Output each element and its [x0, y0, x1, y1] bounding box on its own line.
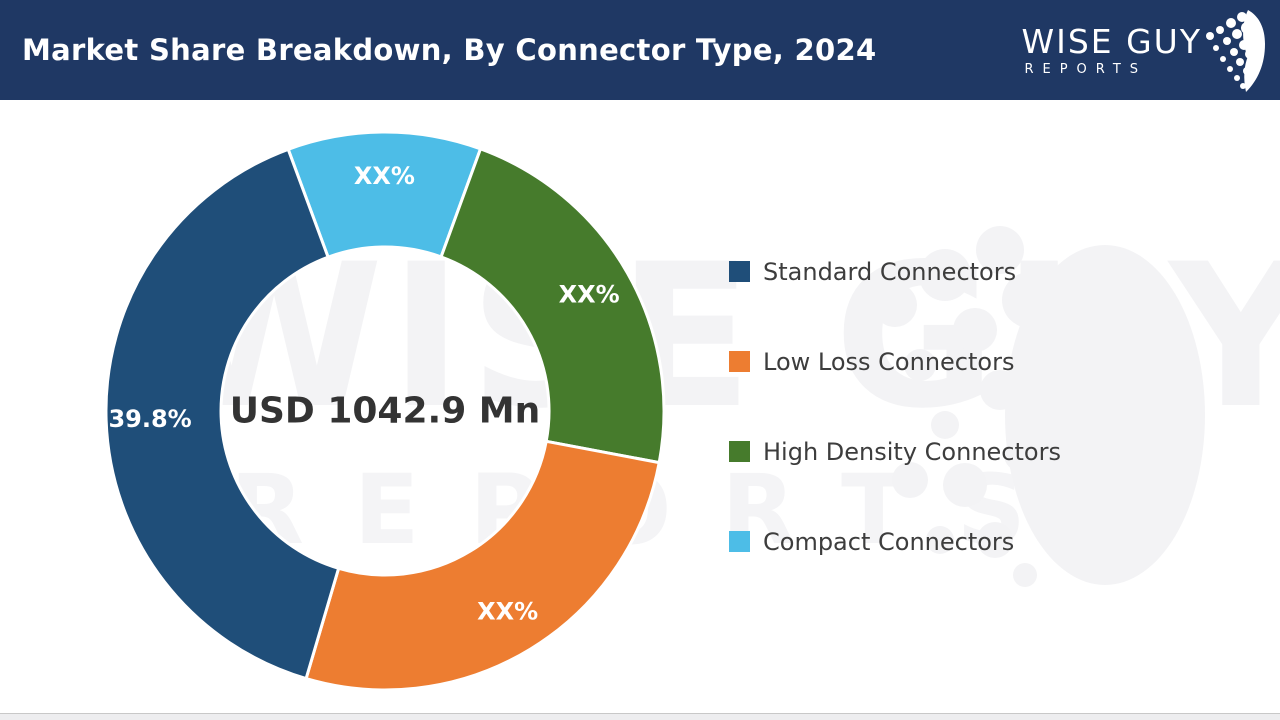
slice-label: XX% — [477, 598, 538, 626]
legend-label: Compact Connectors — [763, 527, 1015, 556]
legend-item: Standard Connectors — [729, 258, 1061, 286]
logo-brand-subtitle: REPORTS — [1024, 62, 1148, 77]
legend-swatch — [729, 531, 750, 552]
legend-label: High Density Connectors — [763, 437, 1061, 466]
slice-label: XX% — [559, 281, 620, 309]
legend: Standard Connectors Low Loss Connectors … — [729, 258, 1061, 621]
page-title: Market Share Breakdown, By Connector Typ… — [22, 33, 877, 67]
logo-face-icon — [1206, 10, 1265, 92]
logo-brand-name: WISE GUY — [1021, 22, 1202, 61]
donut-slice-1 — [439, 147, 666, 465]
wiseguy-logo: WISE GUY REPORTS — [1021, 8, 1266, 94]
slice-label: 39.8% — [108, 405, 191, 433]
legend-swatch — [729, 261, 750, 282]
donut-slice-2 — [304, 439, 661, 692]
legend-item: Low Loss Connectors — [729, 348, 1061, 376]
legend-label: Standard Connectors — [763, 257, 1017, 286]
footer-bar — [0, 713, 1280, 720]
legend-label: Low Loss Connectors — [763, 347, 1015, 376]
wiseguy-logo-text: WISE GUY REPORTS — [1021, 25, 1202, 77]
legend-swatch — [729, 351, 750, 372]
legend-item: Compact Connectors — [729, 528, 1061, 556]
header-bar: Market Share Breakdown, By Connector Typ… — [0, 0, 1280, 100]
center-value-label: USD 1042.9 Mn — [229, 390, 541, 432]
legend-swatch — [729, 441, 750, 462]
legend-item: High Density Connectors — [729, 438, 1061, 466]
donut-slice-3 — [104, 147, 341, 681]
slice-label: XX% — [354, 162, 415, 190]
